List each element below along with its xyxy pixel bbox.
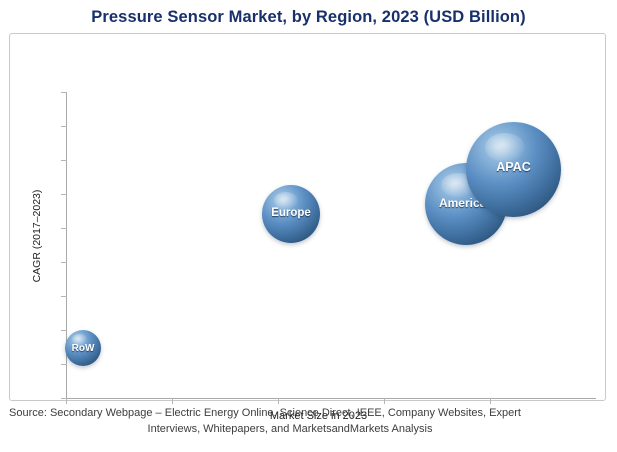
bubble-apac[interactable]: APAC: [466, 122, 561, 217]
y-axis-title: CAGR (2017–2023): [31, 189, 43, 283]
y-axis-tick: [61, 296, 67, 297]
y-axis-tick: [61, 398, 67, 399]
x-axis-title: Market Size in 2023: [269, 410, 368, 422]
page-title: Pressure Sensor Market, by Region, 2023 …: [91, 8, 526, 26]
y-axis-tick: [61, 228, 67, 229]
x-axis-tick: [66, 398, 67, 404]
source-note: Source: Secondary Webpage – Electric Ene…: [9, 406, 609, 437]
x-axis-tick: [278, 398, 279, 404]
y-axis-tick: [61, 92, 67, 93]
bubble-label-europe: Europe: [271, 207, 311, 219]
source-note-line-2: Interviews, Whitepapers, and MarketsandM…: [147, 422, 433, 435]
bubble-label-apac: APAC: [496, 159, 531, 174]
chart-frame: RoW Europe Americas APAC Market Size in …: [9, 33, 606, 422]
y-axis-tick: [61, 364, 67, 365]
y-axis-line: [66, 92, 67, 398]
x-axis-tick: [172, 398, 173, 404]
bubble-europe[interactable]: Europe: [262, 185, 320, 243]
source-note-line-1: Source: Secondary Webpage – Electric Ene…: [9, 407, 521, 419]
y-axis-tick: [61, 262, 67, 263]
bubble-label-row: RoW: [71, 342, 95, 354]
x-axis-tick: [384, 398, 385, 404]
y-axis-tick: [61, 126, 67, 127]
y-axis-tick: [61, 330, 67, 331]
y-axis-tick: [61, 194, 67, 195]
bubble-row[interactable]: RoW: [65, 330, 101, 366]
x-axis-line: [62, 398, 596, 399]
x-axis-tick: [490, 398, 491, 404]
y-axis-tick: [61, 160, 67, 161]
